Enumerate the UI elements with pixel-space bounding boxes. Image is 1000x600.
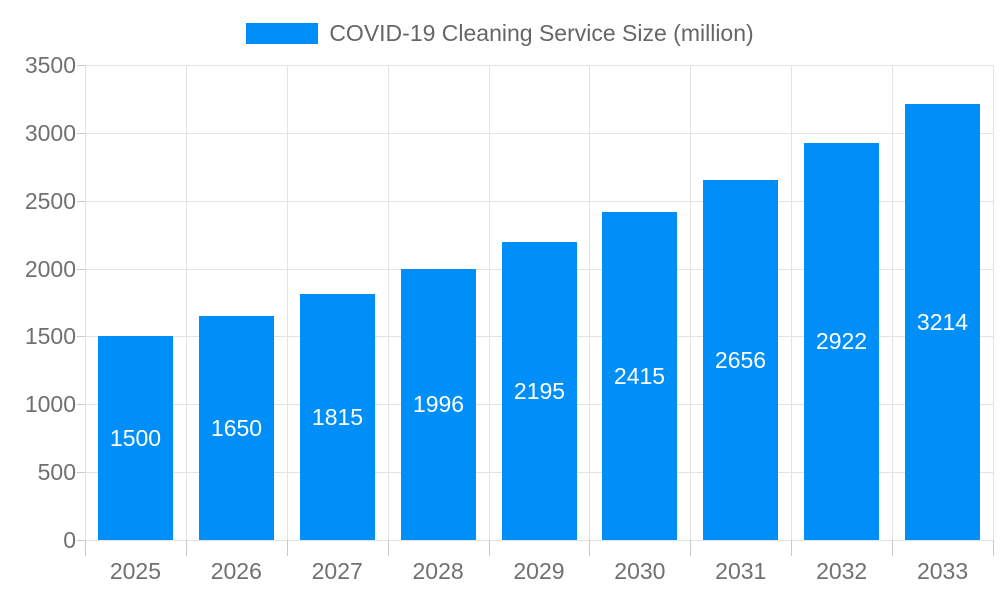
- bar[interactable]: 2195: [502, 242, 577, 540]
- y-axis-tick: [77, 336, 85, 338]
- bar-value-label: 1650: [210, 414, 263, 441]
- gridline-h: [85, 65, 993, 66]
- legend-swatch: [246, 22, 319, 44]
- x-axis-label: 2030: [614, 558, 666, 584]
- legend-label: COVID-19 Cleaning Service Size (million): [329, 19, 754, 46]
- bar-value-label: 2656: [714, 346, 767, 373]
- bar-value-label: 2415: [613, 362, 666, 389]
- y-axis-tick: [77, 65, 85, 66]
- x-axis-label: 2031: [715, 558, 767, 584]
- bar-value-label: 2922: [815, 328, 868, 354]
- x-axis-tick: [892, 540, 894, 556]
- x-axis-tick: [690, 540, 692, 556]
- bar-value-label: 1815: [311, 403, 364, 430]
- bar[interactable]: 2415: [602, 212, 677, 540]
- y-axis-label: 3000: [24, 119, 76, 146]
- x-axis-tick: [791, 540, 793, 556]
- y-axis-label: 1000: [24, 391, 76, 418]
- y-axis-label: 3500: [24, 52, 76, 78]
- gridline-h: [85, 540, 993, 541]
- x-axis-label: 2029: [513, 558, 565, 584]
- gridline-v: [286, 65, 288, 540]
- x-axis-label: 2028: [412, 558, 464, 584]
- gridline-v: [589, 65, 591, 540]
- x-axis-label: 2026: [210, 558, 262, 584]
- y-axis-tick: [77, 132, 85, 134]
- bar[interactable]: 3214: [905, 104, 980, 540]
- bar[interactable]: 1650: [199, 316, 274, 540]
- x-axis-tick: [85, 540, 86, 556]
- x-axis-label: 2032: [816, 558, 868, 584]
- bar-value-label: 1996: [412, 391, 465, 417]
- legend-item[interactable]: COVID-19 Cleaning Service Size (million): [0, 20, 1000, 46]
- bar[interactable]: 1996: [401, 269, 476, 540]
- x-axis-label: 2025: [109, 558, 162, 584]
- bar[interactable]: 2922: [804, 143, 879, 540]
- y-axis-tick: [77, 200, 85, 202]
- gridline-v: [993, 65, 994, 540]
- x-axis-label: 2033: [916, 558, 969, 584]
- y-axis-label: 0: [63, 527, 76, 553]
- gridline-v: [185, 65, 187, 540]
- y-axis-tick: [77, 268, 85, 270]
- gridline-v: [85, 65, 86, 540]
- y-axis-tick: [77, 472, 85, 474]
- bar-value-label: 1500: [109, 424, 162, 451]
- y-axis-label: 2500: [24, 187, 76, 214]
- y-axis-tick: [77, 404, 85, 406]
- bar[interactable]: 1500: [98, 336, 173, 540]
- bar-value-label: 2195: [513, 377, 566, 404]
- y-axis-tick: [77, 540, 85, 541]
- x-axis-tick: [488, 540, 490, 556]
- gridline-h: [85, 132, 993, 134]
- gridline-v: [488, 65, 490, 540]
- y-axis-label: 500: [37, 459, 76, 486]
- y-axis-label: 1500: [24, 323, 76, 350]
- gridline-v: [690, 65, 692, 540]
- gridline-v: [791, 65, 793, 540]
- x-axis-tick: [387, 540, 389, 556]
- bar[interactable]: 1815: [300, 294, 375, 540]
- x-axis-tick: [286, 540, 288, 556]
- y-axis-label: 2000: [24, 255, 76, 282]
- gridline-v: [892, 65, 894, 540]
- gridline-h: [85, 200, 993, 202]
- plot-area: 1500 1650 1815 1996 2195 2415 2656 2922 3214: [85, 65, 994, 541]
- gridline-v: [387, 65, 389, 540]
- x-axis-label: 2027: [311, 558, 363, 584]
- x-axis-tick: [589, 540, 591, 556]
- bar[interactable]: 2656: [703, 180, 778, 540]
- x-axis-tick: [993, 540, 994, 556]
- x-axis-tick: [185, 540, 187, 556]
- bar-value-label: 3214: [916, 308, 969, 335]
